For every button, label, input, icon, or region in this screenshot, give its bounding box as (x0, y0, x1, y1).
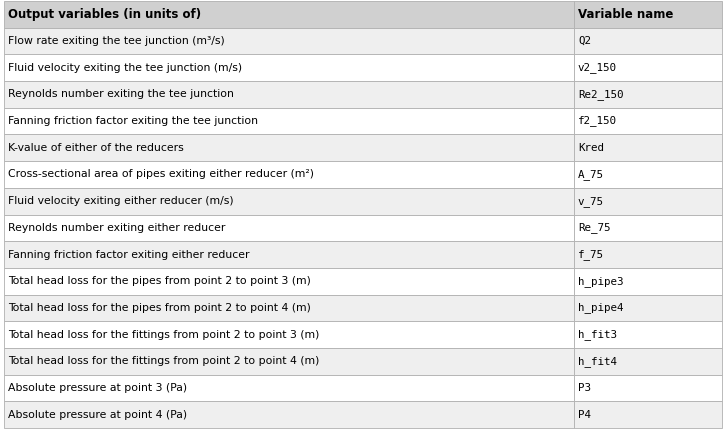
Bar (574, 321, 722, 348)
Text: Cross-sectional area of pipes exiting either reducer (m²): Cross-sectional area of pipes exiting ei… (8, 169, 314, 179)
Bar (574, 188, 722, 214)
Text: Total head loss for the fittings from point 2 to point 4 (m): Total head loss for the fittings from po… (8, 356, 319, 366)
Bar (4, 54, 574, 81)
Bar (574, 161, 722, 188)
Bar (4, 295, 574, 321)
Text: Total head loss for the pipes from point 2 to point 4 (m): Total head loss for the pipes from point… (8, 303, 311, 313)
Bar (574, 54, 722, 81)
Text: f2_150: f2_150 (578, 115, 617, 127)
Text: Fluid velocity exiting the tee junction (m/s): Fluid velocity exiting the tee junction … (8, 63, 242, 73)
Text: P3: P3 (578, 383, 591, 393)
Text: Re_75: Re_75 (578, 222, 611, 233)
Text: Total head loss for the fittings from point 2 to point 3 (m): Total head loss for the fittings from po… (8, 329, 319, 340)
Text: Fluid velocity exiting either reducer (m/s): Fluid velocity exiting either reducer (m… (8, 196, 234, 206)
Text: A_75: A_75 (578, 169, 604, 180)
Text: h_pipe4: h_pipe4 (578, 302, 624, 314)
Bar (574, 402, 722, 428)
Text: K-value of either of the reducers: K-value of either of the reducers (8, 143, 184, 153)
Bar (574, 375, 722, 402)
Text: v_75: v_75 (578, 196, 604, 207)
Text: Output variables (in units of): Output variables (in units of) (8, 8, 201, 21)
Bar (4, 134, 574, 161)
Text: Flow rate exiting the tee junction (m³/s): Flow rate exiting the tee junction (m³/s… (8, 36, 225, 46)
Text: h_fit4: h_fit4 (578, 356, 617, 367)
Bar (4, 1, 574, 27)
Bar (574, 268, 722, 295)
Text: Reynolds number exiting the tee junction: Reynolds number exiting the tee junction (8, 89, 234, 100)
Bar (4, 108, 574, 134)
Bar (574, 134, 722, 161)
Bar (4, 268, 574, 295)
Text: P4: P4 (578, 410, 591, 420)
Text: h_fit3: h_fit3 (578, 329, 617, 340)
Bar (4, 81, 574, 108)
Bar (4, 402, 574, 428)
Bar (574, 108, 722, 134)
Text: v2_150: v2_150 (578, 62, 617, 73)
Text: Absolute pressure at point 3 (Pa): Absolute pressure at point 3 (Pa) (8, 383, 187, 393)
Text: Reynolds number exiting either reducer: Reynolds number exiting either reducer (8, 223, 225, 233)
Bar (574, 1, 722, 27)
Bar (4, 241, 574, 268)
Bar (574, 27, 722, 54)
Text: h_pipe3: h_pipe3 (578, 276, 624, 287)
Bar (4, 188, 574, 214)
Bar (4, 375, 574, 402)
Bar (574, 214, 722, 241)
Text: Fanning friction factor exiting the tee junction: Fanning friction factor exiting the tee … (8, 116, 258, 126)
Text: Q2: Q2 (578, 36, 591, 46)
Text: Absolute pressure at point 4 (Pa): Absolute pressure at point 4 (Pa) (8, 410, 187, 420)
Text: f_75: f_75 (578, 249, 604, 260)
Text: Fanning friction factor exiting either reducer: Fanning friction factor exiting either r… (8, 250, 250, 260)
Bar (4, 27, 574, 54)
Bar (574, 348, 722, 375)
Text: Kred: Kred (578, 143, 604, 153)
Bar (574, 81, 722, 108)
Bar (4, 321, 574, 348)
Bar (574, 241, 722, 268)
Bar (4, 348, 574, 375)
Bar (574, 295, 722, 321)
Text: Re2_150: Re2_150 (578, 89, 624, 100)
Bar (4, 214, 574, 241)
Bar (4, 161, 574, 188)
Text: Total head loss for the pipes from point 2 to point 3 (m): Total head loss for the pipes from point… (8, 276, 311, 286)
Text: Variable name: Variable name (578, 8, 673, 21)
